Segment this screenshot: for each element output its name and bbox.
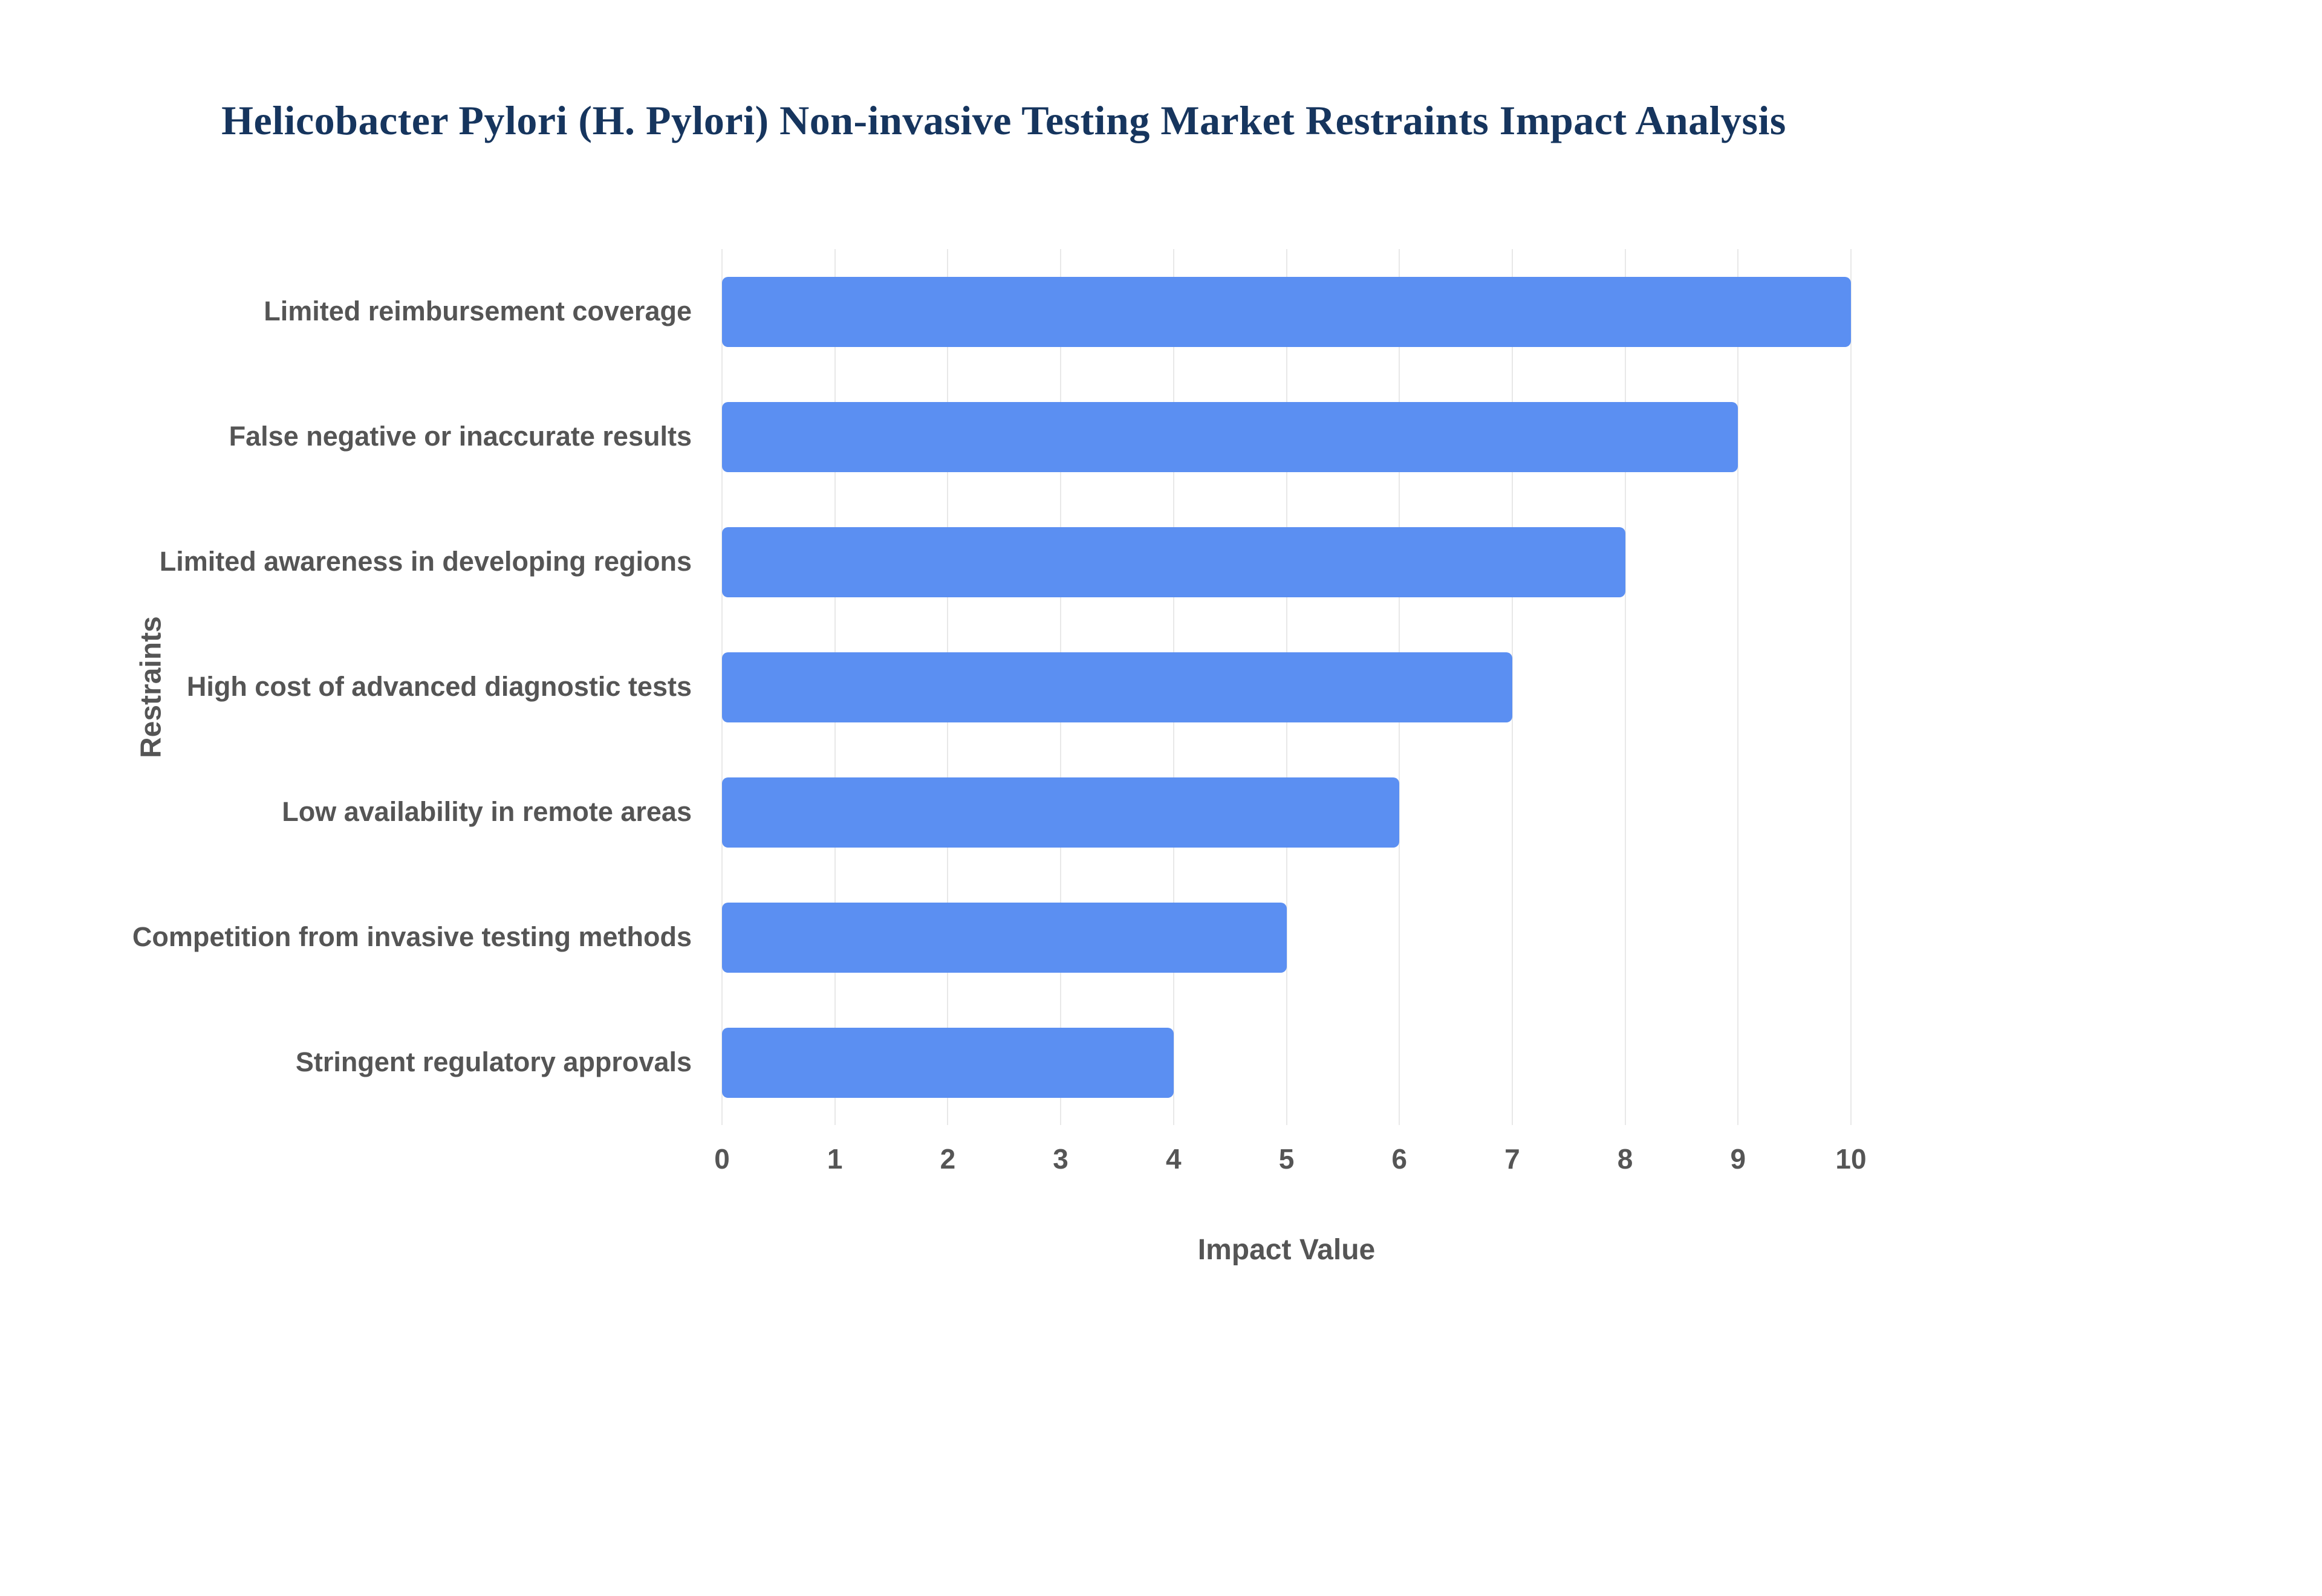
category-label: Limited awareness in developing regions	[159, 546, 692, 577]
bar	[722, 276, 1851, 347]
x-axis-title: Impact Value	[1197, 1234, 1376, 1266]
bar	[722, 401, 1738, 472]
bar-row	[722, 1000, 1851, 1125]
chart-title: Helicobacter Pylori (H. Pylori) Non-inva…	[221, 97, 1786, 143]
x-tick-label: 4	[1166, 1143, 1182, 1175]
x-tick-label: 6	[1391, 1143, 1407, 1175]
plot-area	[721, 249, 1852, 1125]
x-tick-label: 3	[1053, 1143, 1068, 1175]
x-tick-label: 2	[940, 1143, 956, 1175]
x-tick-label: 1	[827, 1143, 843, 1175]
x-tick-label: 8	[1617, 1143, 1633, 1175]
gridline	[1511, 249, 1513, 1125]
bar	[722, 777, 1400, 848]
gridline	[1850, 249, 1852, 1125]
bar	[722, 527, 1625, 597]
bar	[722, 652, 1512, 722]
bar-row	[722, 249, 1851, 374]
x-tick-label: 10	[1835, 1143, 1867, 1175]
bar	[722, 902, 1287, 973]
gridline	[1624, 249, 1626, 1125]
bar-row	[722, 875, 1851, 1000]
category-label: False negative or inaccurate results	[229, 421, 692, 452]
x-tick-label: 7	[1504, 1143, 1520, 1175]
category-label: Stringent regulatory approvals	[295, 1046, 692, 1078]
category-label: Limited reimbursement coverage	[264, 296, 692, 327]
x-tick-label: 9	[1730, 1143, 1746, 1175]
category-labels: Limited reimbursement coverage False nega…	[91, 249, 698, 1125]
bar-row	[722, 374, 1851, 499]
bar-row	[722, 624, 1851, 750]
bar-row	[722, 750, 1851, 875]
gridline	[1737, 249, 1739, 1125]
category-label: Competition from invasive testing method…	[132, 921, 692, 953]
x-axis-ticks: 0 1 2 3 4 5 6 7 8 9 10	[714, 1143, 1866, 1191]
bar-row	[722, 499, 1851, 624]
category-label: High cost of advanced diagnostic tests	[186, 671, 692, 702]
category-label: Low availability in remote areas	[282, 796, 692, 828]
x-tick-label: 0	[714, 1143, 730, 1175]
bar	[722, 1027, 1174, 1098]
x-tick-label: 5	[1278, 1143, 1295, 1175]
